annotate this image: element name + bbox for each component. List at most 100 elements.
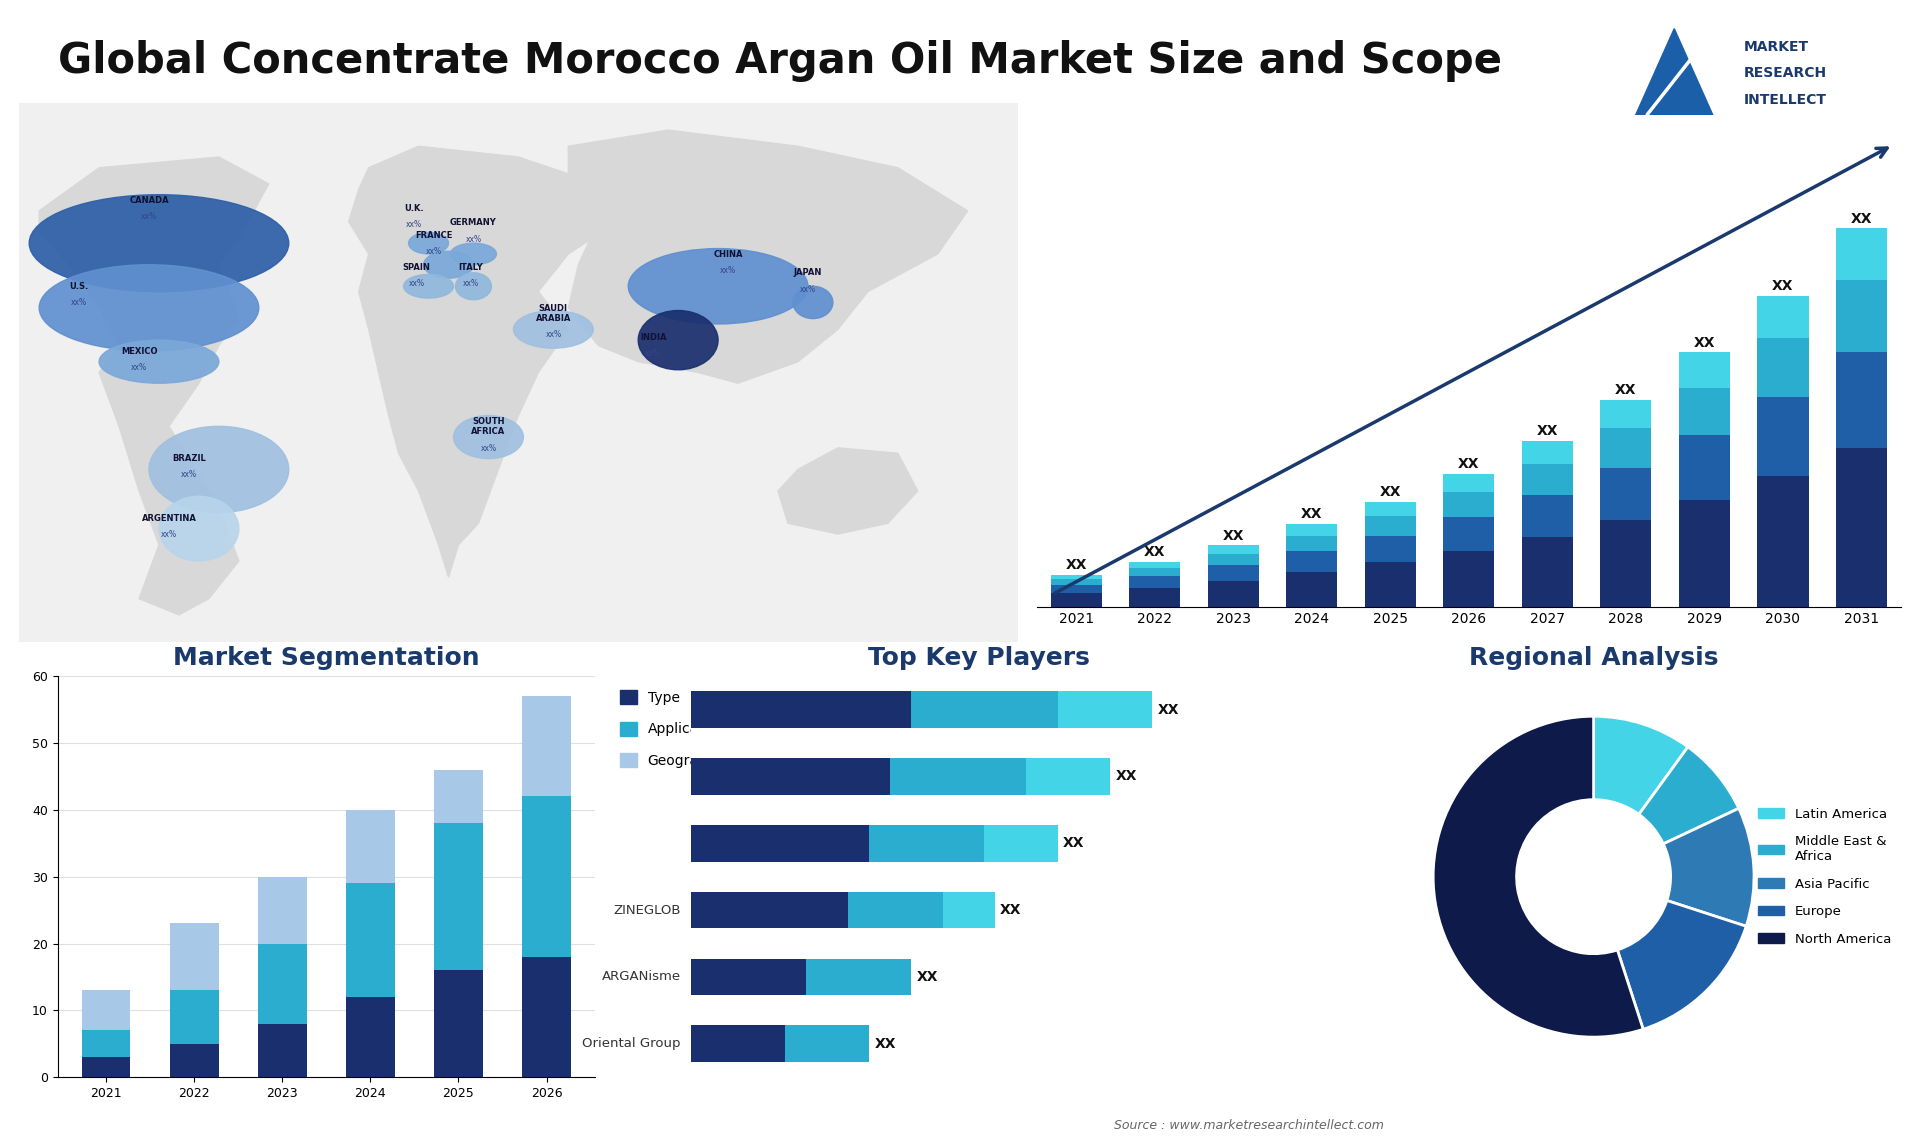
Bar	[1286, 572, 1336, 607]
Polygon shape	[778, 448, 918, 534]
Text: ITALY: ITALY	[459, 264, 482, 272]
Text: xx%: xx%	[180, 471, 198, 479]
Bar	[1444, 517, 1494, 551]
Ellipse shape	[453, 416, 524, 458]
Text: XX: XX	[1379, 485, 1402, 499]
Bar	[83, 1030, 131, 1057]
Bar	[1836, 281, 1887, 352]
Bar	[1365, 516, 1415, 535]
Bar	[691, 825, 870, 862]
Text: XX: XX	[1064, 837, 1085, 850]
Bar	[691, 958, 806, 996]
Bar	[346, 810, 396, 884]
Text: xx%: xx%	[645, 350, 660, 359]
Polygon shape	[568, 131, 968, 383]
Text: xx%: xx%	[71, 298, 86, 307]
Text: SAUDI
ARABIA: SAUDI ARABIA	[536, 304, 570, 323]
Bar	[1129, 563, 1181, 568]
Bar	[522, 796, 570, 957]
Bar	[83, 990, 131, 1030]
Bar	[785, 1026, 870, 1062]
Ellipse shape	[451, 243, 497, 265]
Bar	[257, 943, 307, 1023]
Text: XX: XX	[1066, 558, 1087, 572]
Bar	[83, 1057, 131, 1077]
Legend: Type, Application, Geography: Type, Application, Geography	[612, 683, 732, 775]
Ellipse shape	[628, 249, 808, 324]
Text: BRAZIL: BRAZIL	[173, 454, 205, 463]
Bar	[806, 958, 912, 996]
Bar	[171, 1044, 219, 1077]
Bar	[1208, 545, 1260, 554]
Bar	[1365, 502, 1415, 516]
Bar	[1050, 575, 1102, 579]
Text: XX: XX	[1457, 457, 1480, 471]
Text: XX: XX	[916, 970, 937, 984]
Text: Global Concentrate Morocco Argan Oil Market Size and Scope: Global Concentrate Morocco Argan Oil Mar…	[58, 40, 1501, 83]
Bar	[1050, 594, 1102, 607]
Ellipse shape	[159, 496, 238, 560]
Text: XX: XX	[1144, 545, 1165, 559]
Text: XX: XX	[1116, 769, 1137, 784]
Bar	[1129, 568, 1181, 576]
Text: xx%: xx%	[131, 363, 148, 371]
Bar	[1678, 501, 1730, 607]
Bar	[1678, 352, 1730, 387]
Text: xx%: xx%	[140, 212, 157, 221]
Text: xx%: xx%	[463, 280, 478, 289]
Text: RESEARCH: RESEARCH	[1743, 66, 1826, 80]
Text: xx%: xx%	[801, 284, 816, 293]
Bar	[691, 691, 912, 728]
Ellipse shape	[424, 251, 474, 278]
Text: XX: XX	[1536, 424, 1559, 438]
Text: XX: XX	[1851, 212, 1872, 226]
Ellipse shape	[100, 340, 219, 383]
Bar	[691, 892, 849, 928]
Ellipse shape	[513, 311, 593, 348]
Bar	[1523, 464, 1572, 495]
Bar	[1129, 576, 1181, 588]
Bar	[171, 990, 219, 1044]
Bar	[1836, 352, 1887, 448]
Bar	[849, 892, 943, 928]
Text: CANADA: CANADA	[129, 196, 169, 205]
Text: GERMANY: GERMANY	[449, 219, 497, 227]
Text: xx%: xx%	[426, 246, 442, 256]
Bar	[1444, 473, 1494, 492]
Text: XX: XX	[1615, 384, 1636, 398]
Bar	[1601, 520, 1651, 607]
Text: ARGANisme: ARGANisme	[601, 971, 682, 983]
Text: ARGENTINA: ARGENTINA	[142, 513, 196, 523]
Text: xx%: xx%	[720, 266, 735, 275]
Text: xx%: xx%	[480, 444, 497, 453]
Title: Top Key Players: Top Key Players	[868, 646, 1091, 670]
Bar	[891, 758, 1027, 795]
Wedge shape	[1663, 808, 1755, 926]
Ellipse shape	[409, 233, 449, 254]
Bar	[1757, 398, 1809, 477]
Text: JAPAN: JAPAN	[793, 268, 822, 277]
Wedge shape	[1617, 901, 1745, 1029]
Text: xx%: xx%	[409, 280, 424, 289]
Text: XX: XX	[1000, 903, 1021, 917]
Ellipse shape	[38, 265, 259, 351]
Bar	[434, 971, 482, 1077]
Text: U.S.: U.S.	[69, 282, 88, 291]
Text: xx%: xx%	[161, 529, 177, 539]
Bar	[1836, 448, 1887, 607]
Title: Market Segmentation: Market Segmentation	[173, 646, 480, 670]
Text: xx%: xx%	[465, 235, 482, 244]
Bar	[1444, 492, 1494, 517]
Text: INDIA: INDIA	[639, 333, 666, 343]
Wedge shape	[1594, 716, 1688, 815]
Text: XX: XX	[1693, 336, 1715, 350]
Polygon shape	[38, 157, 269, 614]
Ellipse shape	[29, 195, 288, 292]
Bar	[1444, 551, 1494, 607]
Bar	[434, 770, 482, 823]
Ellipse shape	[637, 311, 718, 370]
Bar	[1523, 495, 1572, 537]
Bar	[1601, 400, 1651, 429]
Text: XX: XX	[1223, 528, 1244, 542]
Bar	[522, 957, 570, 1077]
